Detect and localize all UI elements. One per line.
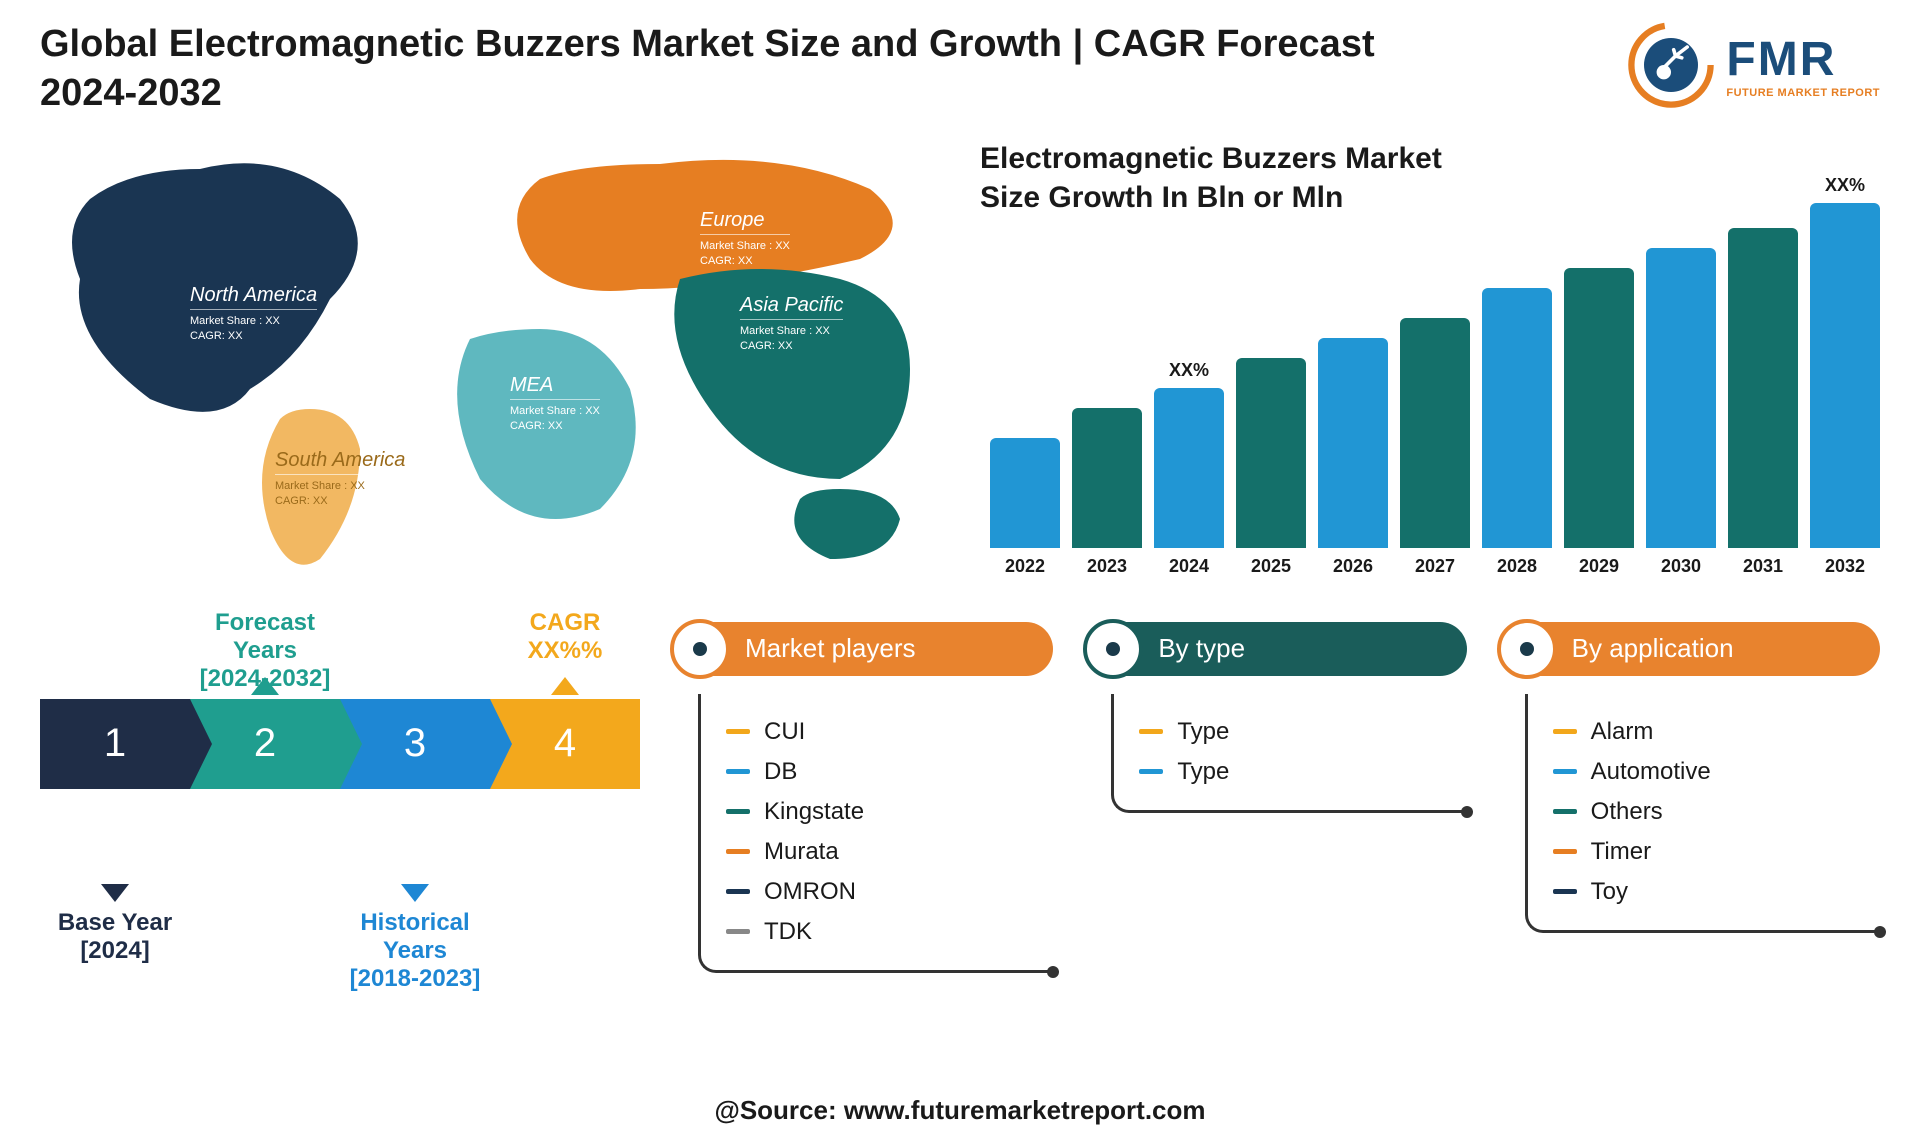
chart-title: Electromagnetic Buzzers Market Size Grow…	[980, 139, 1480, 217]
category-by-type: By type TypeType	[1083, 619, 1466, 973]
bar-2027: 2027	[1400, 318, 1470, 577]
list-item: Timer	[1553, 832, 1880, 872]
category-market-players: Market players CUIDBKingstateMurataOMRON…	[670, 619, 1053, 973]
category-header: Market players	[670, 619, 1053, 679]
category-bullet-icon	[670, 619, 730, 679]
category-title: By type	[1113, 622, 1466, 676]
timeline-cell-2: 2	[190, 699, 340, 789]
timeline-label-1: Base Year[2024]	[40, 909, 190, 965]
bar-chart: Electromagnetic Buzzers Market Size Grow…	[980, 139, 1880, 579]
timeline-cell-1: 1	[40, 699, 190, 789]
bar-2024: XX%2024	[1154, 388, 1224, 577]
page-title: Global Electromagnetic Buzzers Market Si…	[40, 20, 1440, 119]
world-map: North AmericaMarket Share : XXCAGR: XX So…	[40, 139, 940, 579]
category-header: By application	[1497, 619, 1880, 679]
bar-2025: 2025	[1236, 358, 1306, 577]
list-item: DB	[726, 752, 1053, 792]
category-by-application: By application AlarmAutomotiveOthersTime…	[1497, 619, 1880, 973]
category-list: AlarmAutomotiveOthersTimerToy	[1525, 694, 1880, 933]
map-svg	[40, 139, 940, 579]
bar-2030: 2030	[1646, 248, 1716, 577]
category-list: CUIDBKingstateMurataOMRONTDK	[698, 694, 1053, 973]
source-text: @Source: www.futuremarketreport.com	[714, 1095, 1205, 1126]
bar-2026: 2026	[1318, 338, 1388, 577]
timeline-triangle-3	[401, 884, 429, 902]
region-label-south-america: South AmericaMarket Share : XXCAGR: XX	[275, 449, 405, 510]
bar-2031: 2031	[1728, 228, 1798, 577]
list-item: Type	[1139, 712, 1466, 752]
list-item: Automotive	[1553, 752, 1880, 792]
list-item: Others	[1553, 792, 1880, 832]
timeline-triangle-4	[551, 677, 579, 695]
logo-text-sub: FUTURE MARKET REPORT	[1726, 87, 1880, 99]
list-item: Kingstate	[726, 792, 1053, 832]
bar-2028: 2028	[1482, 288, 1552, 577]
list-item: Toy	[1553, 872, 1880, 912]
category-title: Market players	[700, 622, 1053, 676]
timeline-label-4: CAGRXX%%	[490, 609, 640, 665]
list-item: Type	[1139, 752, 1466, 792]
list-item: CUI	[726, 712, 1053, 752]
category-list: TypeType	[1111, 694, 1466, 813]
timeline-cell-3: 3	[340, 699, 490, 789]
timeline-label-3: Historical Years[2018-2023]	[340, 909, 490, 993]
logo: FMR FUTURE MARKET REPORT	[1626, 20, 1880, 110]
category-bullet-icon	[1083, 619, 1143, 679]
region-label-europe: EuropeMarket Share : XXCAGR: XX	[700, 209, 790, 270]
logo-icon	[1626, 20, 1716, 110]
category-title: By application	[1527, 622, 1880, 676]
timeline-cell-4: 4	[490, 699, 640, 789]
region-label-mea: MEAMarket Share : XXCAGR: XX	[510, 374, 600, 435]
bar-2022: 2022	[990, 438, 1060, 577]
bar-2029: 2029	[1564, 268, 1634, 577]
list-item: Alarm	[1553, 712, 1880, 752]
bar-2023: 2023	[1072, 408, 1142, 577]
timeline: Forecast Years[2024-2032]CAGRXX%% 1234 B…	[40, 619, 640, 789]
timeline-triangle-1	[101, 884, 129, 902]
region-label-asia-pacific: Asia PacificMarket Share : XXCAGR: XX	[740, 294, 843, 355]
region-label-north-america: North AmericaMarket Share : XXCAGR: XX	[190, 284, 317, 345]
list-item: TDK	[726, 912, 1053, 952]
list-item: OMRON	[726, 872, 1053, 912]
category-bullet-icon	[1497, 619, 1557, 679]
bar-2032: XX%2032	[1810, 203, 1880, 577]
timeline-triangle-2	[251, 677, 279, 695]
list-item: Murata	[726, 832, 1053, 872]
logo-text-main: FMR	[1726, 32, 1880, 87]
category-header: By type	[1083, 619, 1466, 679]
